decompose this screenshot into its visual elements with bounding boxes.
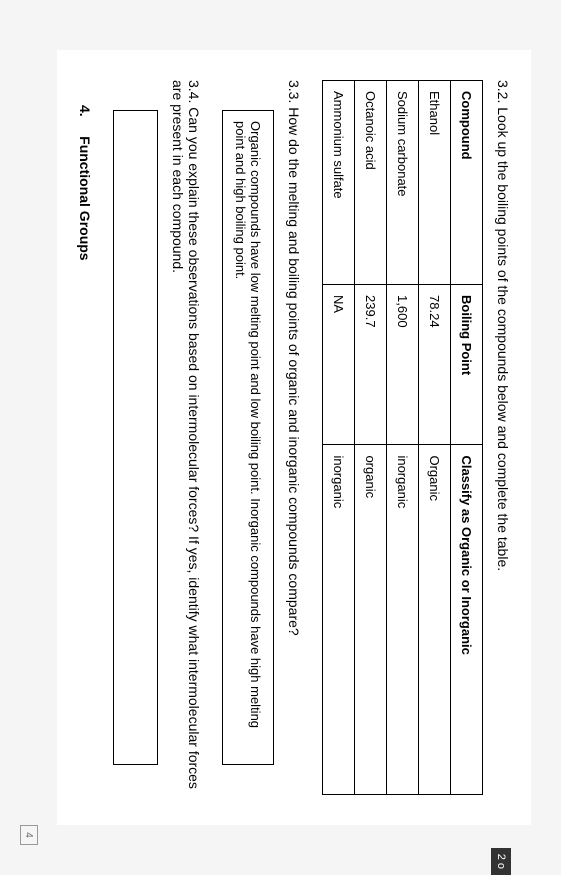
q4-number: 4. <box>77 105 93 117</box>
cell-bp: NA <box>323 285 355 445</box>
q33-number: 3.3. <box>286 80 302 103</box>
q33-text: How do the melting and boiling points of… <box>286 107 302 635</box>
cell-class: inorganic <box>387 445 419 795</box>
cell-bp: 1,600 <box>387 285 419 445</box>
q4-text: Functional Groups <box>77 136 93 260</box>
side-tab: 2 o <box>491 848 511 875</box>
table-row: Ammonium sulfate NA inorganic <box>323 81 355 795</box>
q34-number: 3.4. <box>186 80 202 103</box>
cell-compound: Ammonium sulfate <box>323 81 355 285</box>
question-3-3: 3.3. How do the melting and boiling poin… <box>286 80 302 795</box>
cell-compound: Sodium carbonate <box>387 81 419 285</box>
col-compound: Compound <box>451 81 483 285</box>
cell-class: inorganic <box>323 445 355 795</box>
q32-number: 3.2. <box>495 80 511 103</box>
cell-compound: Octanoic acid <box>355 81 387 285</box>
cell-class: Organic <box>419 445 451 795</box>
table-header-row: Compound Boiling Point Classify as Organ… <box>451 81 483 795</box>
question-3-4: 3.4. Can you explain these observations … <box>170 80 202 795</box>
col-classify: Classify as Organic or Inorganic <box>451 445 483 795</box>
nav-box[interactable]: 4 <box>20 825 38 845</box>
compounds-table: Compound Boiling Point Classify as Organ… <box>322 80 483 795</box>
cell-compound: Ethanol <box>419 81 451 285</box>
col-boiling-point: Boiling Point <box>451 285 483 445</box>
section-4-heading: 4. Functional Groups <box>77 80 93 795</box>
table-row: Octanoic acid 239.7 organic <box>355 81 387 795</box>
q34-text: Can you explain these observations based… <box>170 80 202 789</box>
table-row: Sodium carbonate 1,600 inorganic <box>387 81 419 795</box>
answer-box-3-4 <box>113 110 158 765</box>
answer-box-3-3: Organic compounds have low melting point… <box>222 110 274 765</box>
cell-bp: 78.24 <box>419 285 451 445</box>
question-3-2: 3.2. Look up the boiling points of the c… <box>495 80 511 795</box>
table-row: Ethanol 78.24 Organic <box>419 81 451 795</box>
cell-class: organic <box>355 445 387 795</box>
cell-bp: 239.7 <box>355 285 387 445</box>
q32-text: Look up the boiling points of the compou… <box>495 107 511 571</box>
